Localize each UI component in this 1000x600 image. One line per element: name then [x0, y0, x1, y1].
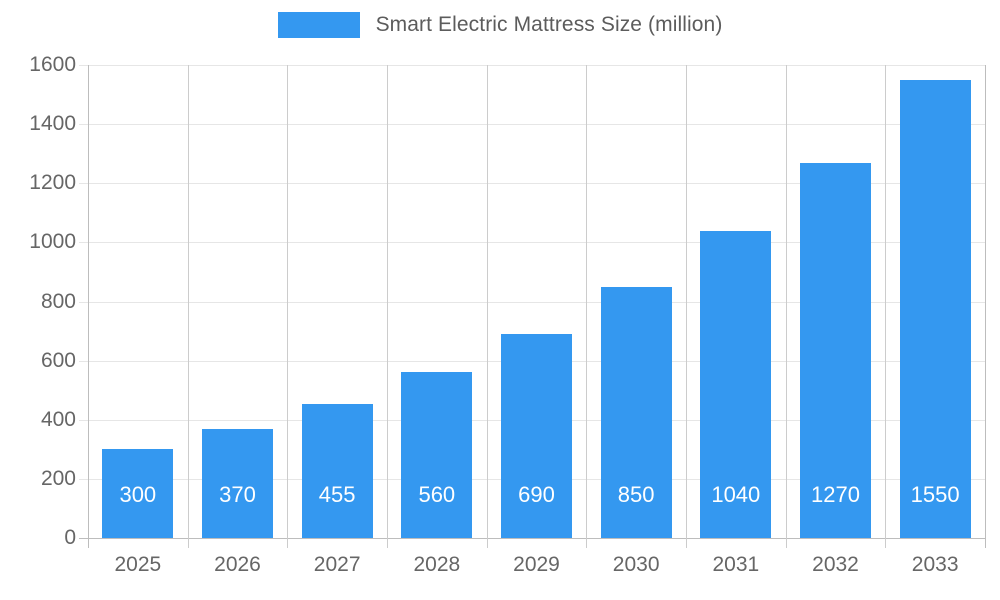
x-gridline: [985, 65, 986, 538]
x-gridline: [88, 65, 89, 538]
y-axis-tick-label: 600: [40, 348, 76, 372]
y-gridline: [88, 301, 985, 303]
bar-2029[interactable]: 690: [501, 334, 572, 538]
x-gridline: [487, 65, 488, 538]
y-tick-mark: [79, 538, 88, 539]
x-axis-tick-label: 2025: [114, 553, 162, 576]
bar-value-label: 1270: [811, 482, 860, 507]
y-axis-tick-label: 1400: [29, 112, 76, 136]
bar-2025[interactable]: 300: [102, 449, 174, 538]
bar-value-label: 1040: [711, 482, 761, 507]
x-gridline: [586, 65, 587, 538]
bar-2031[interactable]: 1040: [700, 230, 772, 538]
bar-2030[interactable]: 850: [600, 286, 672, 538]
bar-value-label: 850: [617, 482, 655, 507]
bar-2026[interactable]: 370: [202, 428, 273, 538]
x-tick-mark: [287, 538, 288, 548]
bar-2027[interactable]: 455: [301, 403, 373, 538]
x-gridline: [188, 65, 189, 538]
plot-area: 300 370 455 560 690 850 1040 1270 1550: [79, 65, 986, 539]
y-axis-tick-label: 400: [40, 407, 76, 431]
x-gridline: [287, 65, 288, 538]
x-tick-mark: [885, 538, 886, 548]
y-axis-tick-label: 1000: [29, 230, 76, 254]
y-axis-tick-label: 0: [64, 526, 76, 549]
legend-item-smart-electric-mattress-size[interactable]: Smart Electric Mattress Size (million): [277, 12, 723, 38]
x-gridline: [387, 65, 388, 538]
x-tick-mark: [88, 538, 89, 548]
x-tick-mark: [686, 538, 687, 548]
x-axis-tick-label: 2026: [214, 553, 261, 576]
x-tick-mark: [387, 538, 388, 548]
y-tick-mark: [79, 65, 88, 66]
y-tick-mark: [79, 183, 88, 185]
y-tick-mark: [79, 242, 88, 244]
bar-value-label: 560: [418, 482, 456, 507]
bar-2033[interactable]: 1550: [899, 79, 971, 538]
y-gridline: [88, 242, 985, 244]
bar-value-label: 690: [518, 482, 555, 507]
x-gridline: [686, 65, 687, 538]
bar-value-label: 1550: [910, 482, 960, 507]
x-axis-tick-label: 2031: [712, 553, 760, 576]
x-tick-mark: [487, 538, 488, 548]
y-tick-mark: [79, 124, 88, 126]
x-axis-tick-label: 2027: [313, 553, 361, 576]
x-axis-tick-label: 2033: [911, 553, 959, 576]
y-gridline: [88, 183, 985, 185]
y-gridline: [88, 124, 985, 126]
x-axis-tick-label: 2030: [612, 553, 660, 576]
bar-2032[interactable]: 1270: [800, 162, 871, 538]
x-tick-mark: [188, 538, 189, 548]
y-axis-tick-label: 800: [40, 289, 76, 313]
x-gridline: [786, 65, 787, 538]
y-axis-tick-label: 1200: [29, 171, 76, 195]
bar-value-label: 370: [219, 482, 256, 507]
y-tick-mark: [79, 419, 88, 421]
y-tick-mark: [79, 478, 88, 480]
legend-color-swatch: [277, 12, 360, 38]
y-axis-tick-label: 1600: [29, 53, 76, 76]
y-gridline: [88, 538, 985, 539]
y-tick-mark: [79, 360, 88, 362]
x-axis-tick-label: 2029: [513, 553, 560, 576]
y-gridline: [88, 65, 985, 66]
x-axis-tick-label: 2028: [413, 553, 461, 576]
y-axis-tick-label: 200: [40, 466, 76, 490]
x-axis-tick-label: 2032: [812, 553, 859, 576]
chart-legend: Smart Electric Mattress Size (million): [0, 8, 1000, 42]
y-tick-mark: [79, 301, 88, 303]
x-gridline: [885, 65, 886, 538]
x-tick-mark: [586, 538, 587, 548]
legend-label: Smart Electric Mattress Size (million): [375, 13, 723, 36]
bar-value-label: 455: [318, 482, 356, 507]
x-tick-mark: [786, 538, 787, 548]
bar-2028[interactable]: 560: [401, 372, 473, 538]
x-tick-mark: [985, 538, 986, 548]
bar-value-label: 300: [119, 482, 157, 507]
